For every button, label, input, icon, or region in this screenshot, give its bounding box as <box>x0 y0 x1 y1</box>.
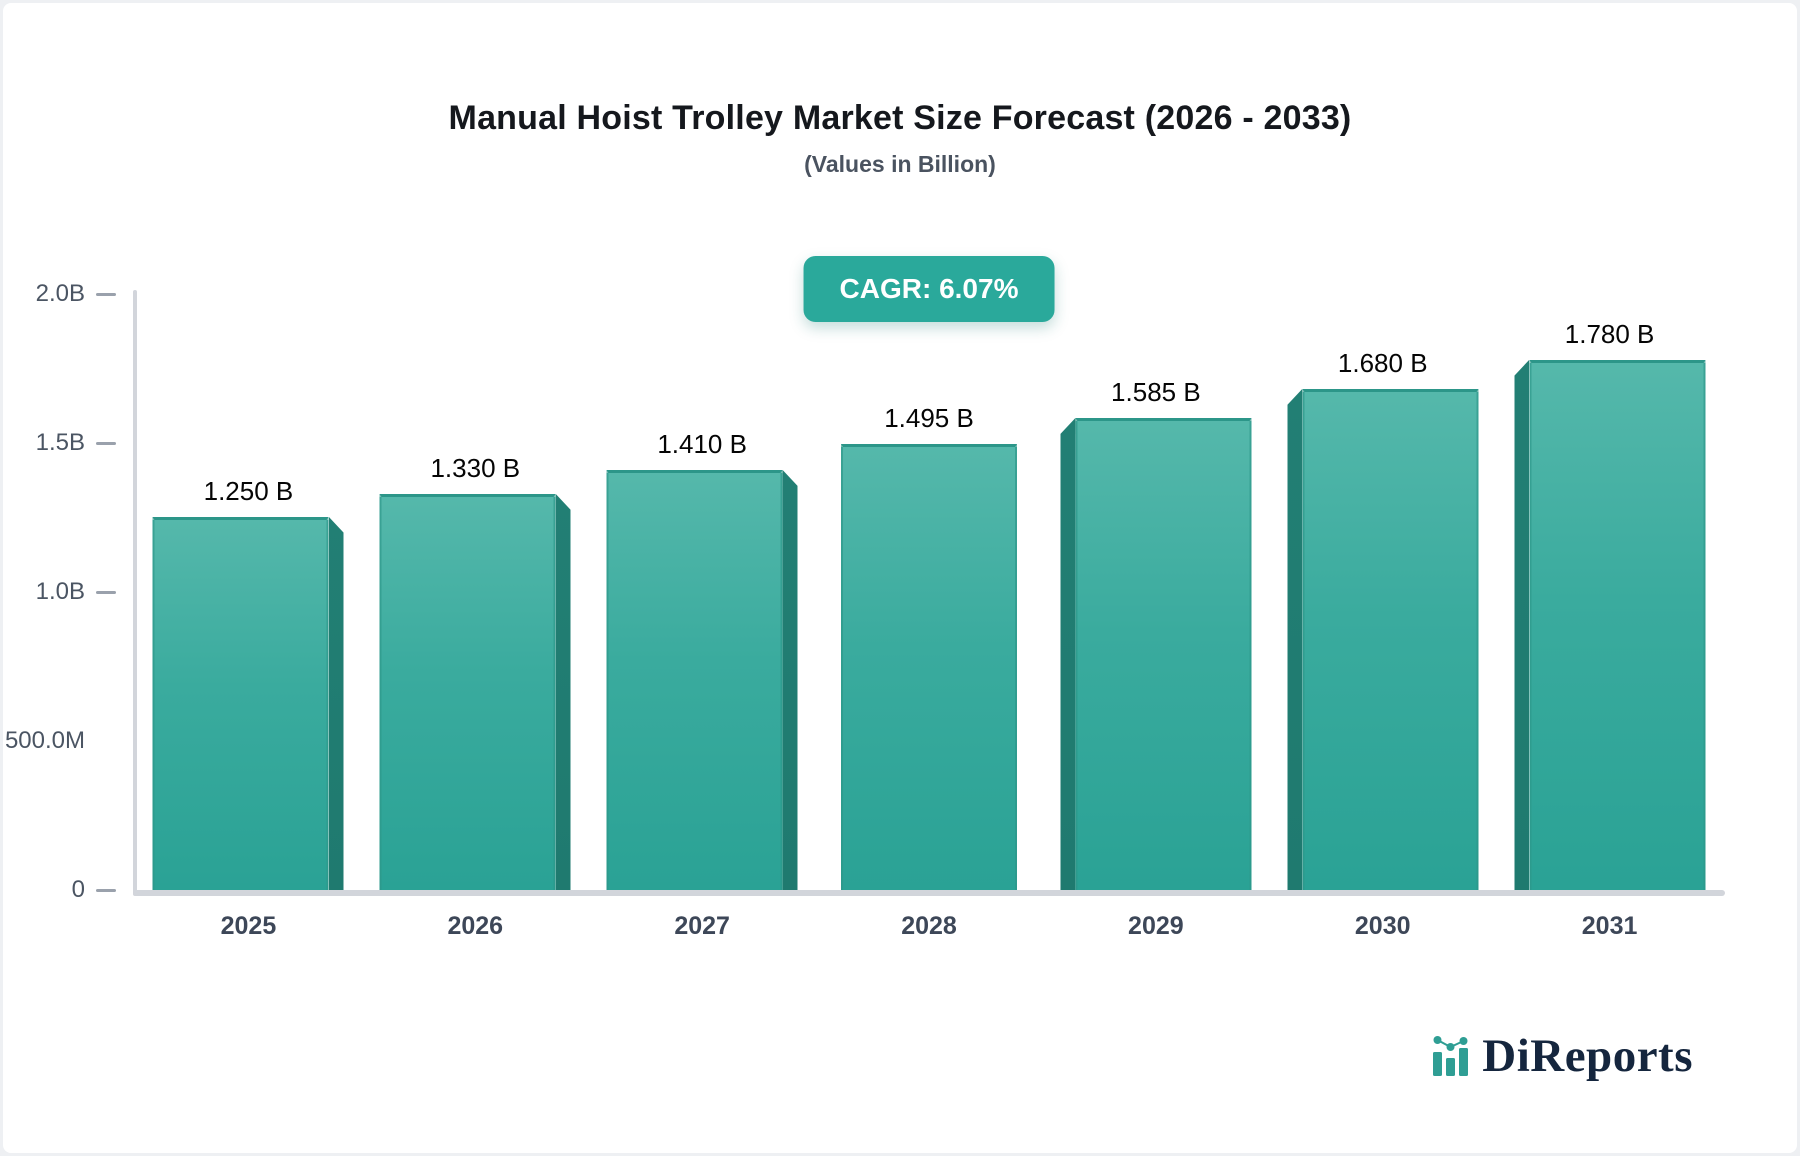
bar-value-label: 1.495 B <box>884 403 974 433</box>
chart-card: Manual Hoist Trolley Market Size Forecas… <box>3 3 1797 1153</box>
x-axis-label: 2030 <box>1354 912 1411 940</box>
chart-subtitle: (Values in Billion) <box>804 151 996 177</box>
x-axis-line <box>133 890 1725 896</box>
bar-face <box>1075 418 1252 890</box>
bar-value-label: 1.250 B <box>203 476 294 506</box>
x-axis-label: 2028 <box>901 912 957 940</box>
bar-slot-2028: 1.495 B 2028 <box>816 294 1043 940</box>
bar-value-label: 1.780 B <box>1564 319 1655 349</box>
logo-text: DiReports <box>1482 1030 1693 1082</box>
bar-2025 <box>152 517 344 890</box>
direports-logo: DiReports <box>1430 1029 1693 1083</box>
cagr-badge: CAGR: 6.07% <box>803 256 1055 322</box>
y-tick-mark <box>96 591 116 594</box>
x-axis-label: 2029 <box>1128 912 1184 940</box>
bar-face <box>152 517 329 890</box>
y-tick-label: 0 <box>71 876 85 903</box>
bar-face <box>1302 389 1479 890</box>
bar-3d-bevel <box>782 470 798 890</box>
bar-3d-bevel <box>1514 360 1530 890</box>
bar-2028 <box>841 444 1017 890</box>
y-tick-label: 2.0B <box>35 280 85 307</box>
bar-face <box>606 470 783 890</box>
bar-3d-bevel <box>1060 418 1076 890</box>
bar-value-label: 1.585 B <box>1111 377 1201 407</box>
bar-slot-2029: 1.585 B 2029 <box>1042 294 1269 940</box>
bar-3d-bevel <box>555 494 571 890</box>
bar-slot-2026: 1.330 B 2026 <box>362 294 589 940</box>
chart-title: Manual Hoist Trolley Market Size Forecas… <box>448 99 1352 137</box>
chart-area: 2.0B 1.5B 1.0B 500.0M 0 1.250 B 2025 1.330 B 20… <box>3 3 1797 1153</box>
bar-3d-bevel <box>328 517 344 890</box>
y-tick-label: 500.0M <box>4 727 85 754</box>
bar-slot-2031: 1.780 B 2031 <box>1496 294 1723 940</box>
x-axis-label: 2026 <box>447 912 504 940</box>
bar-2031 <box>1514 360 1706 890</box>
bar-slot-2027: 1.410 B 2027 <box>589 294 816 940</box>
bar-face <box>1529 360 1706 890</box>
bar-value-label: 1.680 B <box>1337 348 1428 378</box>
x-axis-label: 2025 <box>220 912 277 940</box>
x-axis-label: 2027 <box>674 912 730 940</box>
bar-value-label: 1.330 B <box>430 453 521 483</box>
y-tick-label: 1.5B <box>35 429 85 456</box>
y-tick-mark <box>96 889 116 892</box>
y-tick-mark <box>96 442 116 445</box>
plot-area: 1.250 B 2025 1.330 B 2026 1.410 B 2027 1.495 B… <box>135 294 1723 940</box>
bar-slot-2025: 1.250 B 2025 <box>135 294 362 940</box>
bar-face <box>379 494 556 890</box>
y-tick-mark <box>96 293 116 296</box>
y-axis-line <box>133 290 137 896</box>
bar-2030 <box>1287 389 1479 890</box>
y-tick-label: 1.0B <box>35 578 85 605</box>
logo-bar-chart-icon <box>1433 1036 1469 1076</box>
x-axis-label: 2031 <box>1581 912 1638 940</box>
bar-2027 <box>606 470 798 890</box>
bar-2026 <box>379 494 571 890</box>
bar-value-label: 1.410 B <box>657 429 747 459</box>
bar-2029 <box>1060 418 1252 890</box>
bar-3d-bevel <box>1287 389 1303 890</box>
bar-slot-2030: 1.680 B 2030 <box>1269 294 1496 940</box>
bar-face <box>841 444 1017 890</box>
